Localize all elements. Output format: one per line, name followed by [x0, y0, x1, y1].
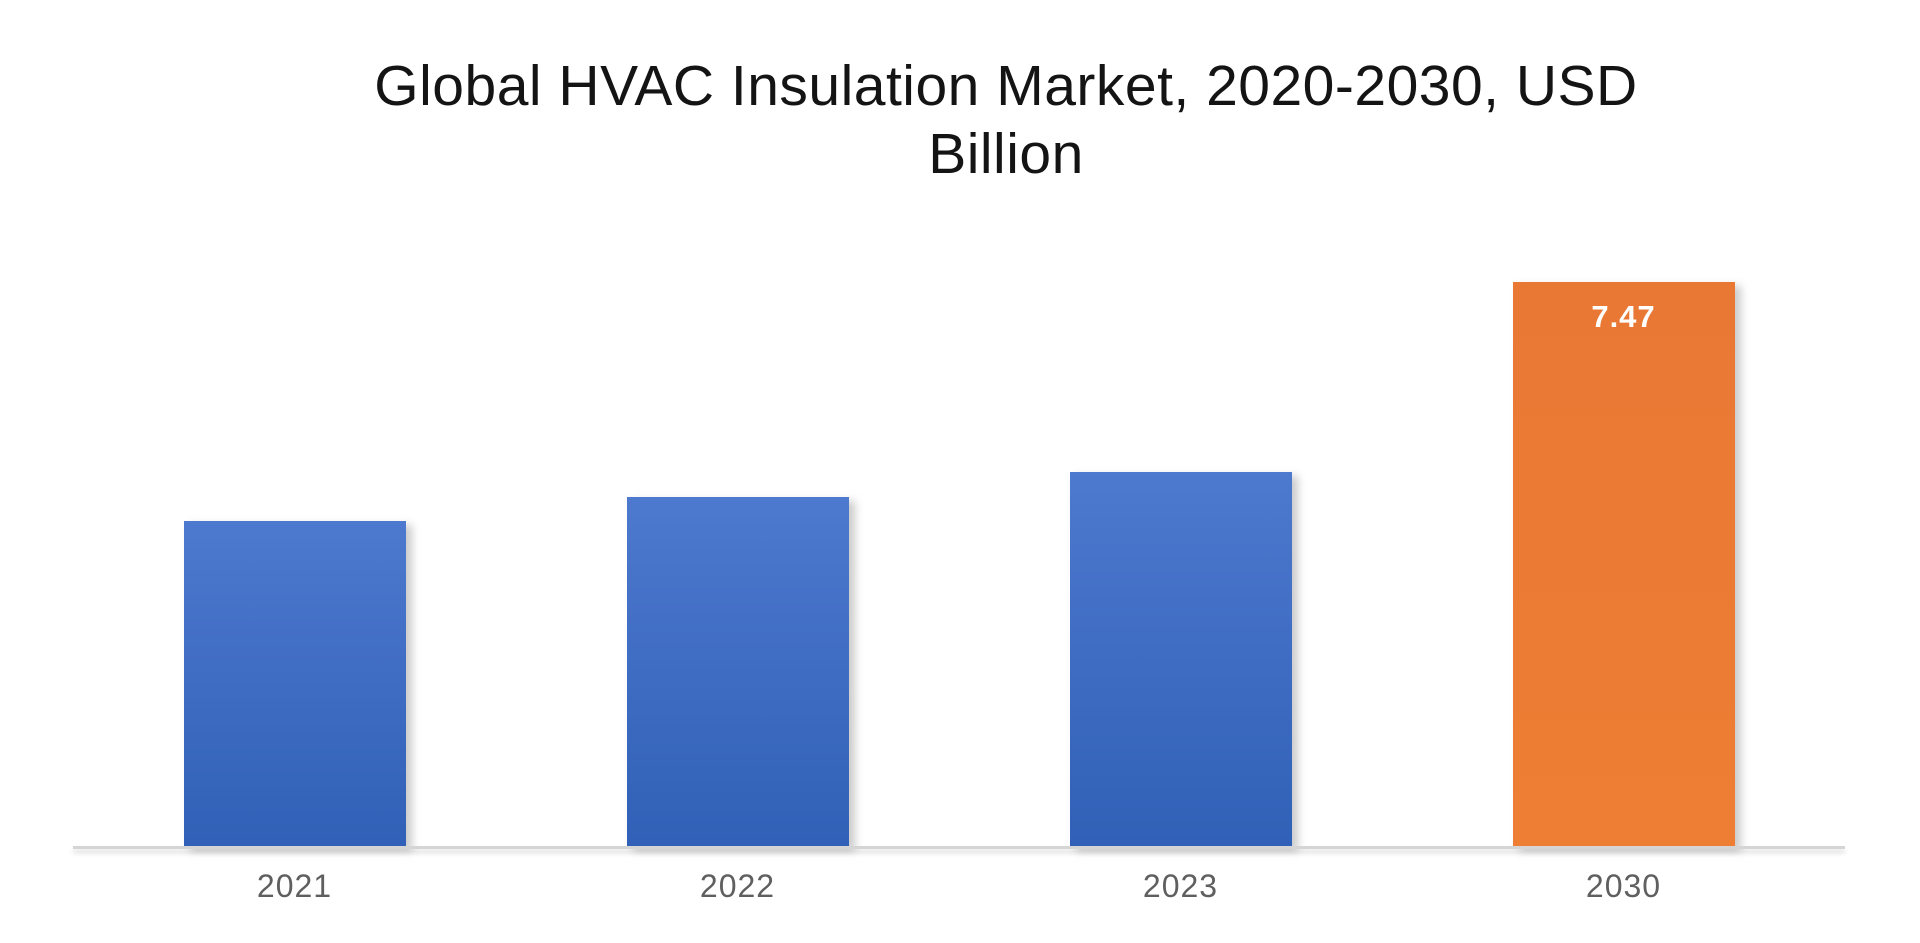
- chart-title-line-2: Billion: [928, 122, 1084, 187]
- bar-2022: [626, 497, 849, 847]
- plot-area: 7.47: [73, 242, 1845, 847]
- bar-cell-2030: 7.47: [1402, 242, 1845, 847]
- x-tick-2023: 2023: [1142, 868, 1219, 904]
- bar-2023: [1069, 472, 1292, 847]
- x-tick-2022: 2022: [699, 868, 776, 904]
- bar-cell-2021: [73, 242, 516, 847]
- bar-cell-2022: [516, 242, 959, 847]
- bar-value-2030: 7.47: [1591, 299, 1656, 334]
- x-axis-line: [73, 846, 1845, 849]
- x-tick-2030: 2030: [1585, 868, 1662, 904]
- x-tick-2021: 2021: [256, 868, 333, 904]
- x-axis-labels: 2021 2022 2023 2030: [73, 868, 1845, 905]
- chart-title-line-1: Global HVAC Insulation Market, 2020-2030…: [374, 54, 1638, 118]
- bar-cell-2023: [959, 242, 1402, 847]
- chart-title: Global HVAC Insulation Market, 2020-2030…: [92, 52, 1920, 189]
- bar-2021: [183, 521, 406, 847]
- bar-2030: 7.47: [1512, 282, 1735, 847]
